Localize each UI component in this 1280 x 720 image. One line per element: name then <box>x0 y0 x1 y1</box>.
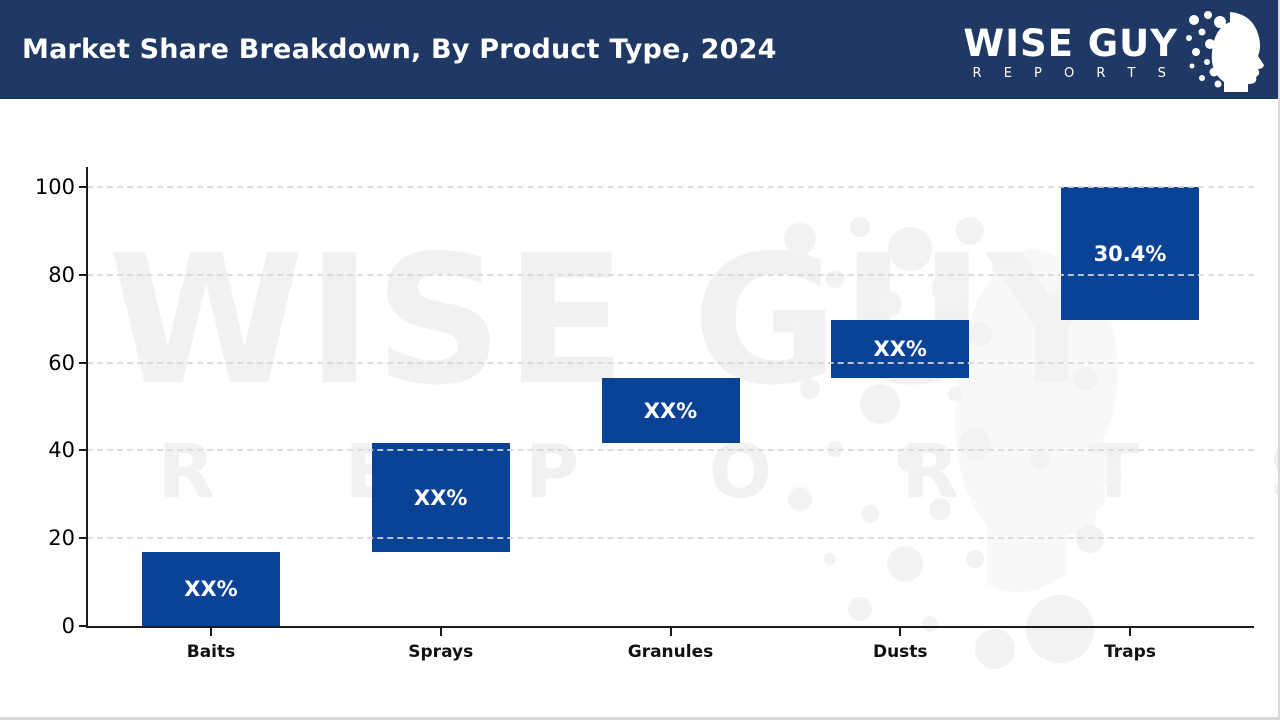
gridline <box>87 537 1254 540</box>
y-tick-label: 40 <box>48 438 75 463</box>
y-tick-label: 60 <box>48 350 75 375</box>
y-tick-label: 20 <box>48 526 75 551</box>
waterfall-bar <box>1061 187 1199 321</box>
y-tick-label: 100 <box>34 175 75 199</box>
y-tick-mark <box>79 186 87 188</box>
logo-wordmark: WISE GUY R E P O R T S <box>963 21 1178 81</box>
bar-value-label: 30.4% <box>1093 241 1167 266</box>
header-bar: Market Share Breakdown, By Product Type,… <box>0 0 1278 99</box>
category-label: Baits <box>186 642 236 662</box>
waterfall-bar <box>601 378 740 444</box>
bar-value-label: XX% <box>414 485 468 510</box>
x-tick-mark <box>439 628 442 636</box>
x-tick-mark <box>899 628 902 636</box>
y-tick-mark <box>79 273 87 276</box>
x-tick-mark <box>669 628 672 636</box>
waterfall-bar <box>142 552 280 626</box>
chart-area: WISE GUY R E P O R T S XX% XX% XX% XX% 30.4%… <box>0 99 1278 717</box>
x-tick-mark <box>210 628 212 636</box>
bars-layer <box>0 99 1278 717</box>
bar-labels-layer: XX% XX% XX% XX% 30.4% <box>0 99 1278 717</box>
y-axis-line <box>86 167 88 628</box>
y-tick-mark <box>79 449 87 452</box>
logo-line1: WISE GUY <box>963 21 1178 65</box>
logo-head-icon <box>1180 8 1266 96</box>
y-tick-label: 0 <box>61 614 75 638</box>
category-label: Granules <box>627 642 714 662</box>
page-title: Market Share Breakdown, By Product Type,… <box>22 34 777 65</box>
gridline <box>87 361 1254 364</box>
waterfall-bar <box>371 443 510 553</box>
x-axis-line <box>86 626 1254 628</box>
bar-value-label: XX% <box>873 337 927 362</box>
logo: WISE GUY R E P O R T S <box>963 8 1266 96</box>
gridline <box>87 186 1254 188</box>
waterfall-bar <box>831 320 970 379</box>
category-label: Dusts <box>872 642 928 662</box>
category-label: Sprays <box>408 642 474 662</box>
y-tick-mark <box>79 625 87 627</box>
bar-value-label: XX% <box>643 398 698 423</box>
gridline <box>87 273 1254 276</box>
bar-value-label: XX% <box>184 577 238 602</box>
axes-layer: 0 20 40 60 80 100 Baits Sprays Granules Dusts Trap… <box>0 99 1278 717</box>
logo-line2: R E P O R T S <box>972 65 1175 81</box>
y-tick-mark <box>79 361 87 364</box>
y-tick-label: 80 <box>48 262 75 287</box>
gridline <box>87 449 1254 452</box>
gridlines-layer <box>0 99 1278 717</box>
y-tick-mark <box>79 537 87 540</box>
category-label: Traps <box>1104 642 1156 662</box>
x-tick-mark <box>1129 628 1131 636</box>
